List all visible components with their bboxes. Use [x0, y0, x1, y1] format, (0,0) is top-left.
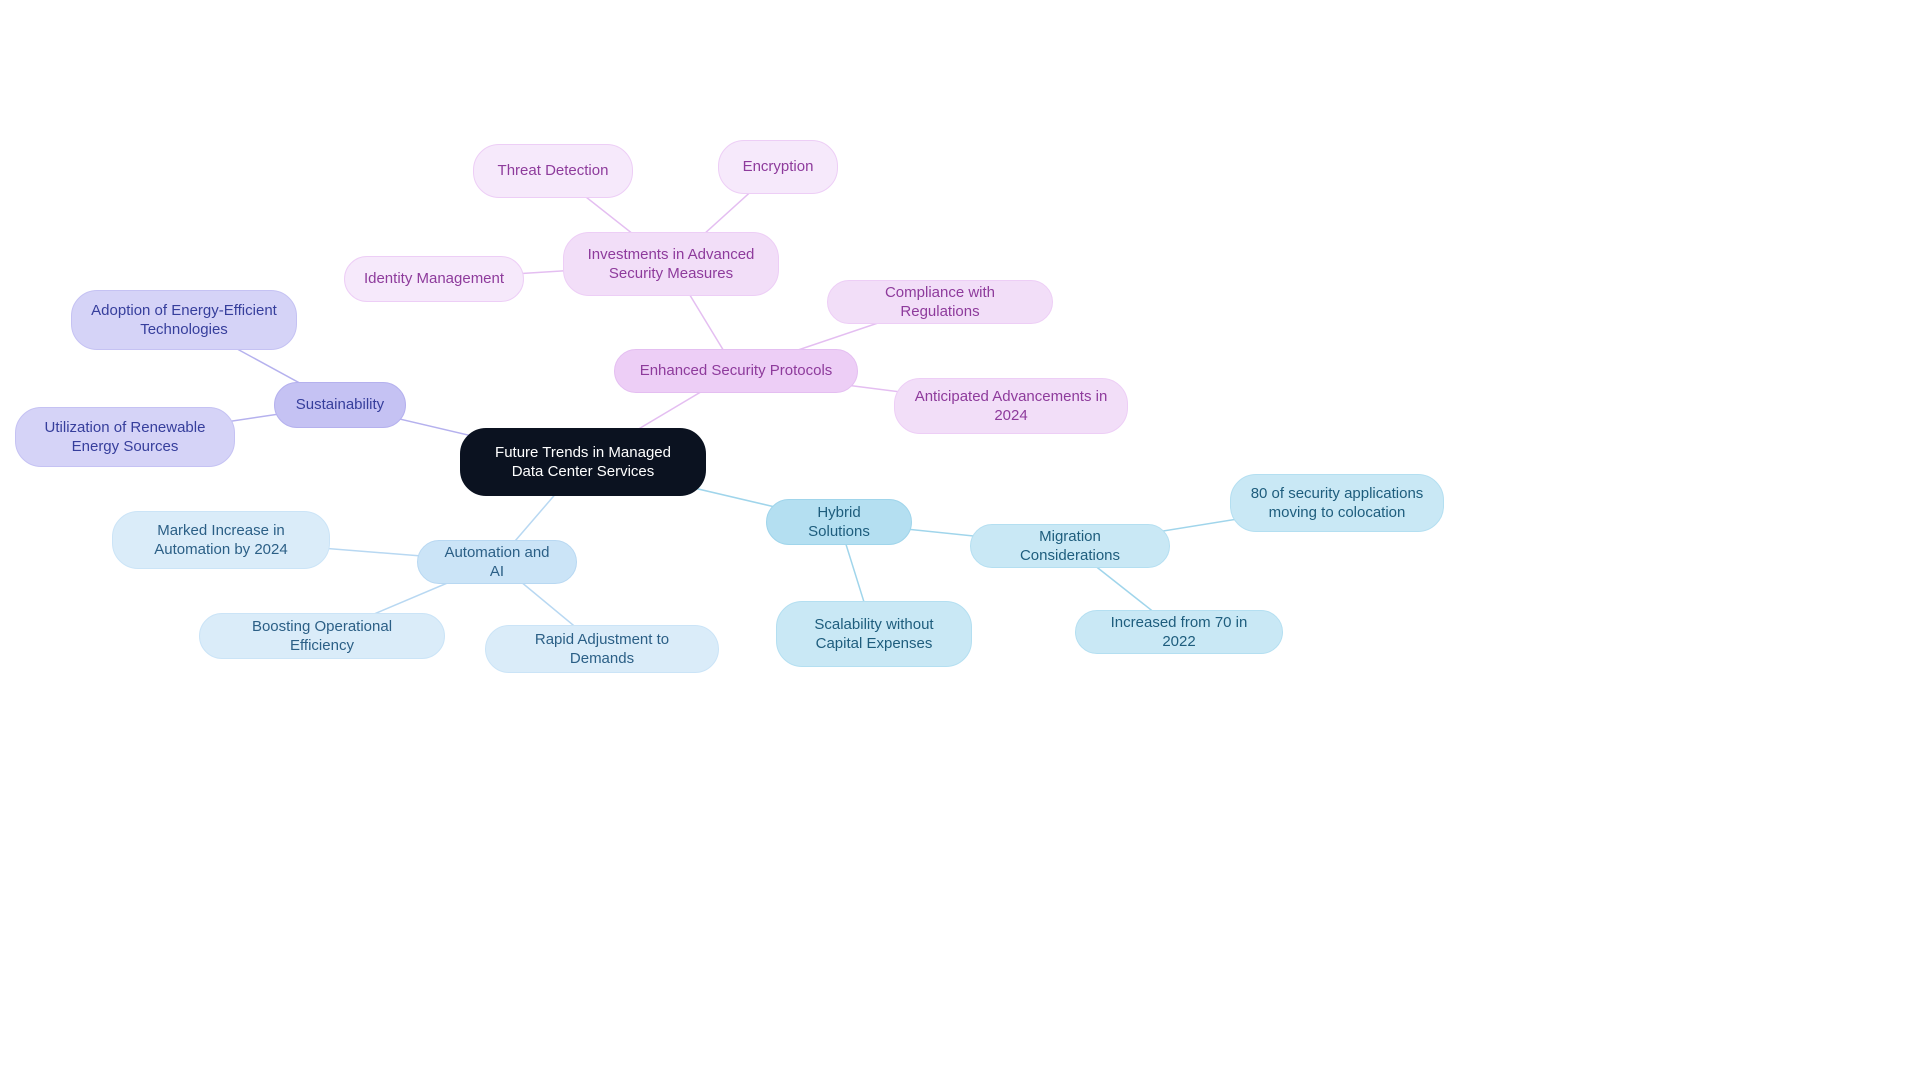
node-energy-eff: Adoption of Energy-Efficient Technologie… [71, 290, 297, 350]
node-renewable: Utilization of Renewable Energy Sources [15, 407, 235, 467]
node-invest: Investments in Advanced Security Measure… [563, 232, 779, 296]
node-threat: Threat Detection [473, 144, 633, 198]
node-sustain: Sustainability [274, 382, 406, 428]
node-automation: Automation and AI [417, 540, 577, 584]
node-center: Future Trends in Managed Data Center Ser… [460, 428, 706, 496]
node-security: Enhanced Security Protocols [614, 349, 858, 393]
node-scalability: Scalability without Capital Expenses [776, 601, 972, 667]
node-eighty: 80 of security applications moving to co… [1230, 474, 1444, 532]
node-encryption: Encryption [718, 140, 838, 194]
node-boost: Boosting Operational Efficiency [199, 613, 445, 659]
node-advancements: Anticipated Advancements in 2024 [894, 378, 1128, 434]
node-identity: Identity Management [344, 256, 524, 302]
node-seventy: Increased from 70 in 2022 [1075, 610, 1283, 654]
node-migration: Migration Considerations [970, 524, 1170, 568]
node-compliance: Compliance with Regulations [827, 280, 1053, 324]
node-rapid: Rapid Adjustment to Demands [485, 625, 719, 673]
node-hybrid: Hybrid Solutions [766, 499, 912, 545]
node-increase2024: Marked Increase in Automation by 2024 [112, 511, 330, 569]
